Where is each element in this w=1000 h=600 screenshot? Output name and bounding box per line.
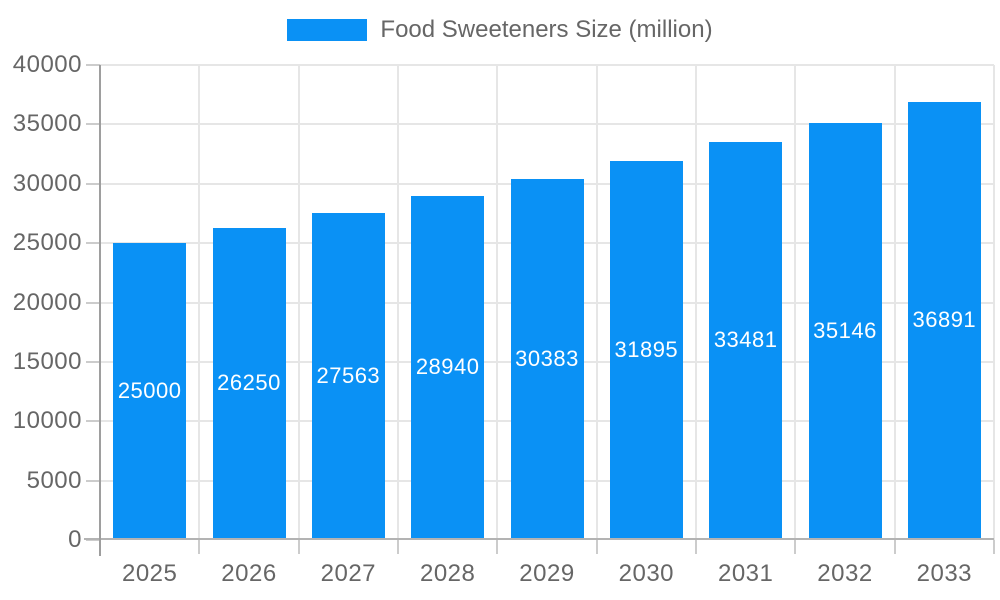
plot-area: 0 5000 10000 15000 20000 25000 30000 35000 40000…: [13, 51, 995, 587]
x-gridline: [794, 65, 797, 540]
y-axis-tick: [86, 64, 100, 66]
y-tick-label: 25000: [12, 229, 82, 257]
x-axis-line: [84, 538, 994, 540]
y-tick-label: 40000: [12, 51, 82, 78]
bar: 36891: [907, 102, 981, 538]
x-tick-label: 2025: [121, 560, 178, 587]
bar: 26250: [212, 228, 286, 538]
x-tick-label: 2028: [419, 560, 476, 587]
legend-label: Food Sweeteners Size (million): [380, 16, 713, 43]
x-gridline: [595, 65, 598, 540]
bar-value-label: 27563: [316, 362, 381, 388]
y-tick-label: 10000: [12, 407, 82, 435]
bar: 30383: [510, 179, 584, 538]
x-tick-label: 2026: [221, 560, 277, 587]
x-axis-tick: [297, 540, 300, 554]
y-axis-tick: [86, 242, 100, 245]
bar: 33481: [709, 142, 783, 538]
y-axis-tick: [86, 420, 100, 423]
x-axis-tick: [794, 540, 797, 554]
x-tick-label: 2033: [916, 560, 973, 587]
x-axis-tick: [397, 540, 399, 554]
x-gridline: [993, 65, 995, 540]
x-tick-label: 2032: [817, 560, 873, 587]
bar-value-label: 31895: [614, 336, 679, 362]
x-gridline: [695, 65, 697, 540]
bar-value-label: 36891: [912, 307, 977, 332]
y-tick-label: 0: [68, 526, 82, 553]
y-axis-tick: [86, 479, 100, 482]
y-tick-label: 20000: [12, 288, 82, 316]
bar-value-label: 35146: [813, 317, 877, 343]
bar: 35146: [808, 123, 882, 538]
y-gridline: [100, 64, 994, 66]
chart-legend[interactable]: Food Sweeteners Size (million): [0, 16, 1000, 44]
x-gridline: [496, 65, 499, 540]
x-gridline: [397, 65, 399, 540]
y-tick-label: 15000: [12, 347, 82, 375]
x-gridline: [198, 65, 201, 540]
y-tick-label: 35000: [12, 110, 82, 138]
bar: 27563: [311, 213, 385, 538]
y-tick-label: 5000: [26, 466, 82, 494]
bar-value-label: 25000: [117, 377, 182, 403]
x-axis-tick: [595, 540, 598, 554]
bar-value-label: 28940: [415, 354, 480, 379]
bar: 28940: [411, 196, 485, 538]
y-axis-tick: [86, 182, 100, 185]
bar: 31895: [609, 161, 683, 538]
x-gridline: [297, 65, 300, 540]
y-axis-tick: [86, 539, 100, 541]
x-axis-tick: [496, 540, 499, 554]
x-gridline: [893, 65, 896, 540]
bar-value-label: 30383: [515, 345, 579, 371]
y-tick-label: 30000: [12, 169, 82, 197]
bar-value-label: 26250: [217, 370, 281, 395]
bar-value-label: 33481: [713, 327, 778, 352]
y-axis-line: [99, 65, 101, 556]
y-axis-tick: [86, 123, 100, 126]
legend-swatch: [287, 19, 368, 41]
y-axis-tick: [86, 360, 100, 363]
x-axis-tick: [893, 540, 896, 554]
bar: 25000: [113, 243, 187, 538]
y-axis-tick: [86, 301, 100, 304]
x-tick-label: 2031: [717, 560, 774, 587]
x-tick-label: 2027: [320, 560, 377, 587]
x-tick-label: 2029: [519, 560, 575, 587]
x-axis-tick: [695, 540, 697, 554]
x-tick-label: 2030: [618, 560, 675, 587]
x-axis-tick: [198, 540, 201, 554]
y-gridline: [100, 123, 994, 126]
x-axis-tick: [993, 540, 995, 554]
